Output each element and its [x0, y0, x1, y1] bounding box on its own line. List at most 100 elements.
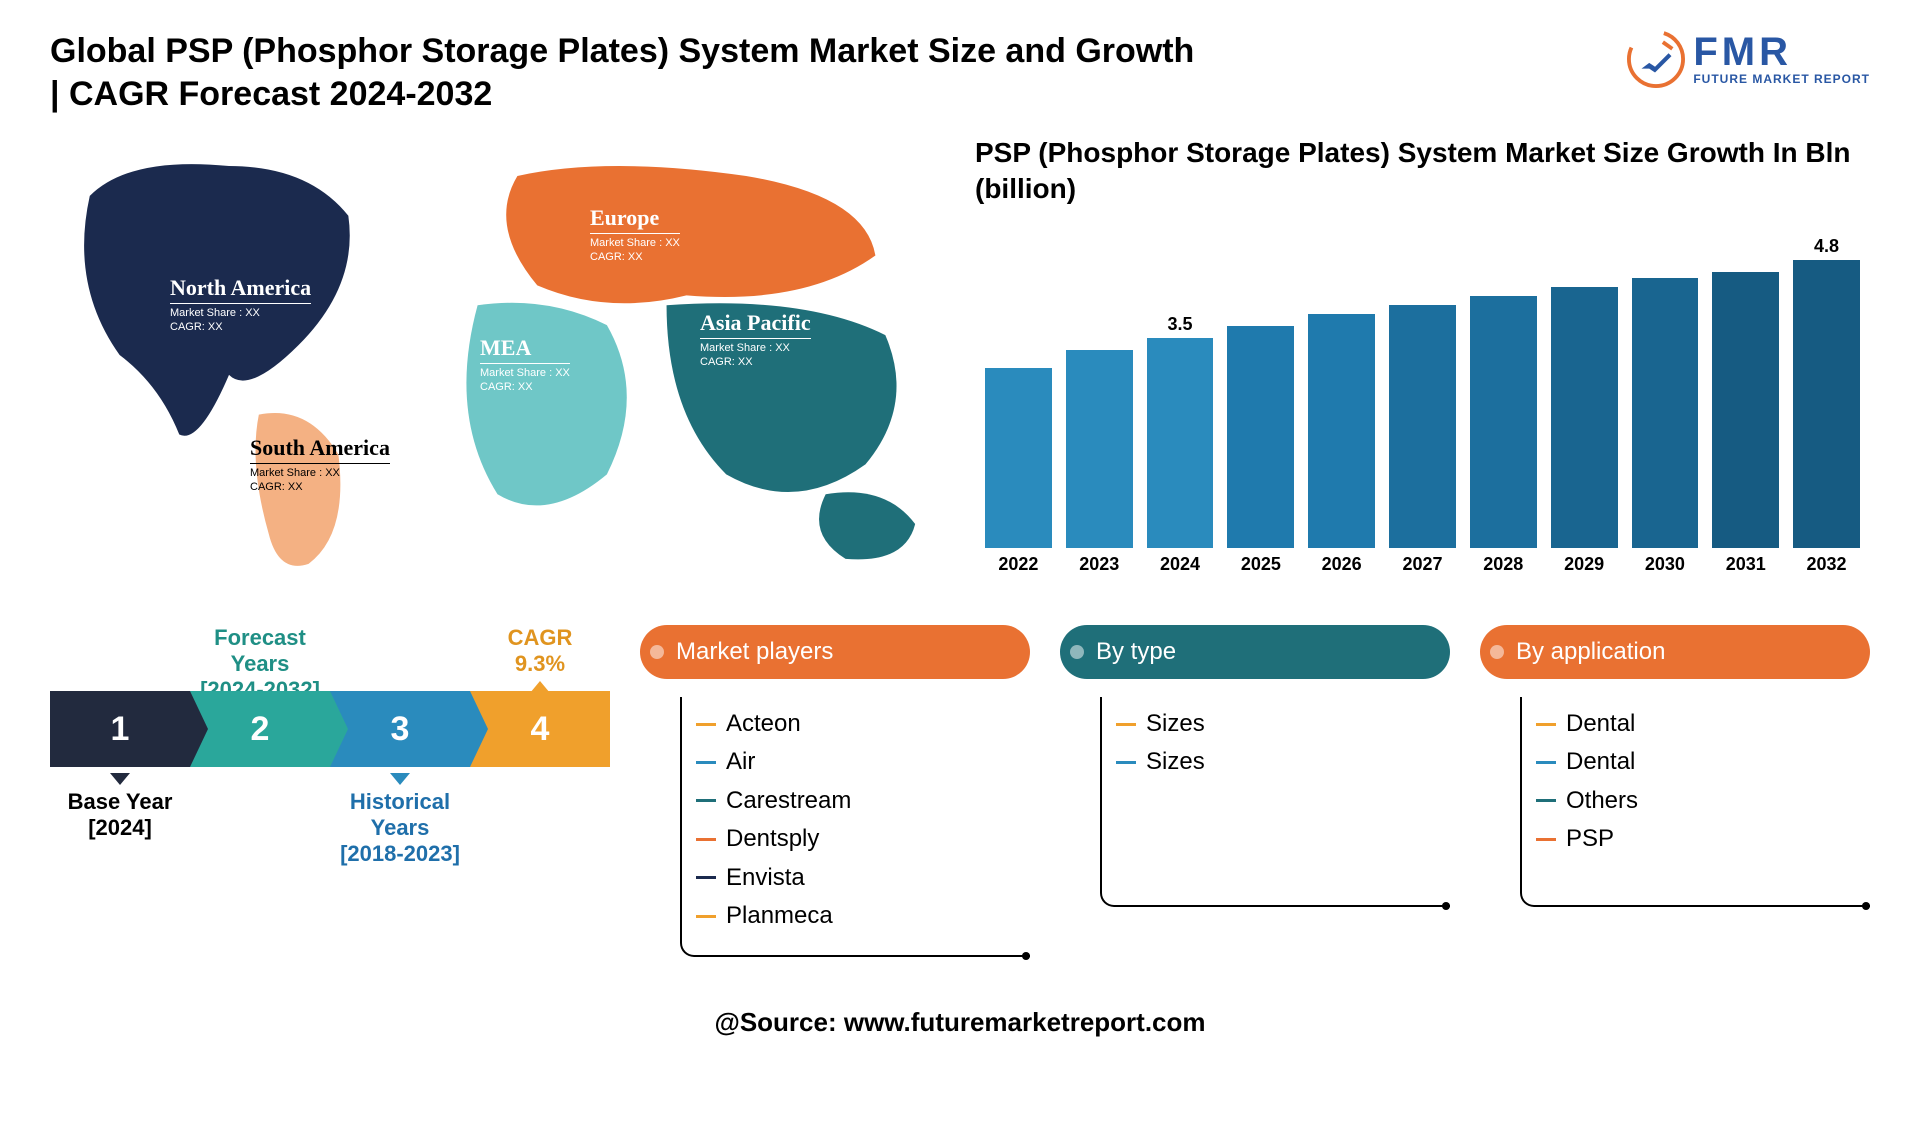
segment-item-label: Acteon [726, 705, 801, 743]
world-map: North America Market Share : XXCAGR: XX … [50, 135, 945, 575]
timeline-label-bottom: Historical Years[2018-2023] [330, 773, 470, 867]
logo-sub-text: FUTURE MARKET REPORT [1693, 72, 1870, 86]
segment-market-players: Market players ActeonAirCarestreamDentspl… [640, 625, 1030, 957]
bar-x-label: 2027 [1402, 554, 1442, 575]
timeline-label-bottom: Base Year[2024] [50, 773, 190, 841]
segment-by-application: By applicationDentalDentalOthersPSP [1480, 625, 1870, 907]
bar-x-label: 2025 [1241, 554, 1281, 575]
map-australia [819, 492, 915, 559]
region-label-mea: MEA Market Share : XXCAGR: XX [480, 335, 570, 395]
dash-icon [696, 876, 716, 879]
bar-col: 2028 [1470, 296, 1537, 575]
bar-col: 3.5 2024 [1147, 338, 1214, 575]
segment-item: Acteon [696, 705, 1030, 743]
dash-icon [1536, 761, 1556, 764]
bar-x-label: 2030 [1645, 554, 1685, 575]
dash-icon [696, 838, 716, 841]
bullet-icon [650, 645, 664, 659]
map-europe [506, 166, 875, 303]
segment-item: Carestream [696, 782, 1030, 820]
growth-bar-chart: PSP (Phosphor Storage Plates) System Mar… [975, 135, 1870, 575]
segment-item: Dental [1536, 743, 1870, 781]
map-mea [466, 303, 626, 506]
bar-col: 2030 [1632, 278, 1699, 575]
bar [1470, 296, 1537, 548]
bar-x-label: 2031 [1726, 554, 1766, 575]
bar-col: 2029 [1551, 287, 1618, 575]
chart-title: PSP (Phosphor Storage Plates) System Mar… [975, 135, 1870, 208]
segment-title: Market players [676, 638, 833, 666]
segment-item-label: Carestream [726, 782, 851, 820]
bullet-icon [1070, 645, 1084, 659]
segment-item-label: Planmeca [726, 897, 833, 935]
bar-value-label: 4.8 [1793, 236, 1860, 257]
timeline-seg: 4 [470, 691, 610, 767]
region-label-ap: Asia Pacific Market Share : XXCAGR: XX [700, 310, 811, 370]
source-attribution: @Source: www.futuremarketreport.com [50, 1007, 1870, 1038]
bar-x-label: 2029 [1564, 554, 1604, 575]
segment-item-label: Dental [1566, 705, 1635, 743]
bar-value-label: 3.5 [1147, 314, 1214, 335]
segment-item: Sizes [1116, 705, 1450, 743]
dash-icon [696, 761, 716, 764]
header: Global PSP (Phosphor Storage Plates) Sys… [50, 30, 1870, 115]
dash-icon [696, 915, 716, 918]
dash-icon [1536, 799, 1556, 802]
bar-col: 2023 [1066, 350, 1133, 575]
dash-icon [696, 799, 716, 802]
bar-col: 4.8 2032 [1793, 260, 1860, 575]
segment-item: Others [1536, 782, 1870, 820]
bar [1551, 287, 1618, 548]
segment-head: By type [1060, 625, 1450, 679]
timeline-seg: 3 [330, 691, 470, 767]
spyglass-icon [1627, 30, 1685, 88]
bar-x-label: 2028 [1483, 554, 1523, 575]
segment-head: Market players [640, 625, 1030, 679]
bar-x-label: 2024 [1160, 554, 1200, 575]
segment-item-label: PSP [1566, 820, 1614, 858]
timeline-seg: 2 [190, 691, 330, 767]
page-title: Global PSP (Phosphor Storage Plates) Sys… [50, 30, 1200, 115]
segment-item: Sizes [1116, 743, 1450, 781]
bar-col: 2031 [1712, 272, 1779, 575]
top-row: North America Market Share : XXCAGR: XX … [50, 135, 1870, 575]
segment-body: ActeonAirCarestreamDentsplyEnvistaPlanme… [680, 697, 1030, 957]
segment-head: By application [1480, 625, 1870, 679]
dash-icon [1116, 723, 1136, 726]
bar-col: 2025 [1227, 326, 1294, 575]
bar-col: 2027 [1389, 305, 1456, 575]
bar [985, 368, 1052, 548]
bar-x-label: 2022 [998, 554, 1038, 575]
bar [1227, 326, 1294, 548]
dash-icon [1536, 723, 1556, 726]
segment-by-type: By type SizesSizes [1060, 625, 1450, 907]
segment-item: Dentsply [696, 820, 1030, 858]
bar-col: 2026 [1308, 314, 1375, 575]
bar-x-label: 2032 [1807, 554, 1847, 575]
segment-item: Envista [696, 859, 1030, 897]
dash-icon [1116, 761, 1136, 764]
segment-title: By type [1096, 638, 1176, 666]
timeline-bar: 1234 [50, 691, 610, 767]
segment-item: Dental [1536, 705, 1870, 743]
bar: 4.8 [1793, 260, 1860, 548]
chart-bars: 202220233.520242025202620272028202920302… [975, 218, 1870, 575]
bar-col: 2022 [985, 368, 1052, 575]
timeline-label-top: CAGR9.3% [470, 625, 610, 693]
timeline-seg: 1 [50, 691, 190, 767]
segment-item-label: Sizes [1146, 705, 1205, 743]
bottom-row: Forecast Years[2024-2032]CAGR9.3% 1234 B… [50, 625, 1870, 957]
bar [1712, 272, 1779, 548]
bar [1632, 278, 1699, 548]
segment-item-label: Dental [1566, 743, 1635, 781]
dash-icon [696, 723, 716, 726]
bar [1066, 350, 1133, 548]
bar-x-label: 2026 [1322, 554, 1362, 575]
region-label-eu: Europe Market Share : XXCAGR: XX [590, 205, 680, 265]
bar: 3.5 [1147, 338, 1214, 548]
bar [1308, 314, 1375, 548]
segment-item: Air [696, 743, 1030, 781]
segment-item-label: Envista [726, 859, 805, 897]
segment-title: By application [1516, 638, 1665, 666]
bar [1389, 305, 1456, 548]
